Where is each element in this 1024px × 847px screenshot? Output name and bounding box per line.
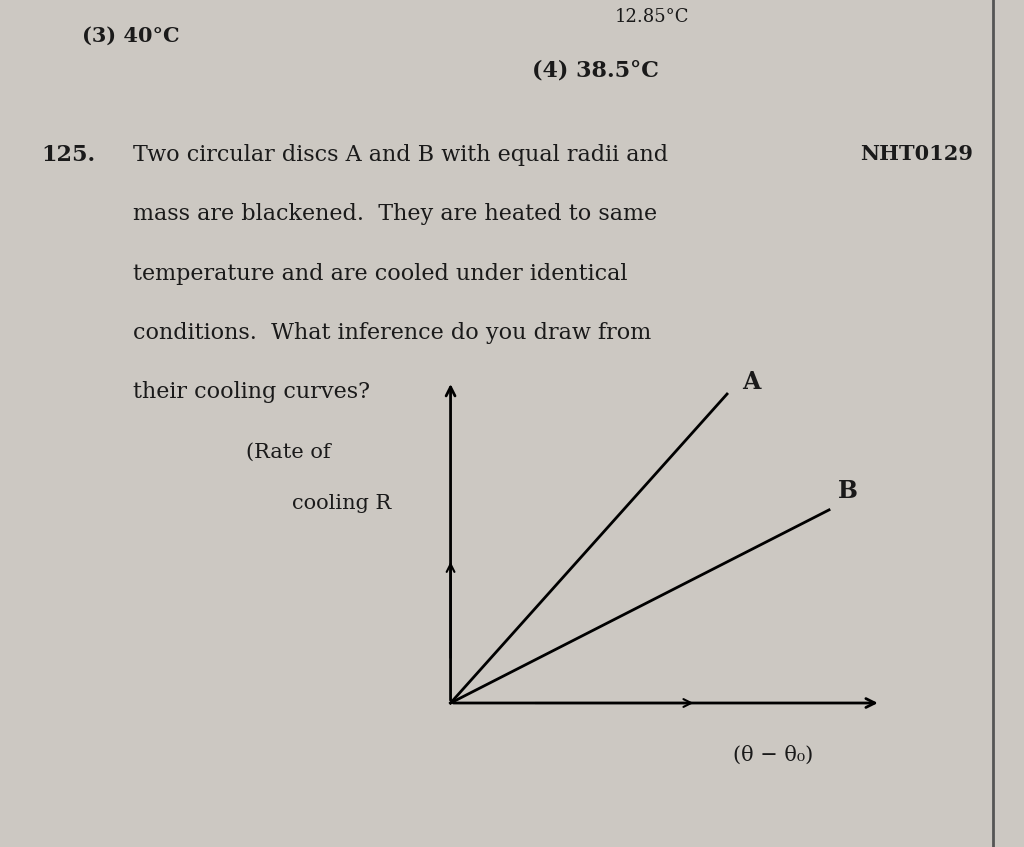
Text: 12.85°C: 12.85°C [614,8,689,26]
Text: A: A [742,370,761,394]
Text: temperature and are cooled under identical: temperature and are cooled under identic… [133,263,628,285]
Text: (Rate of: (Rate of [246,442,331,462]
Text: cooling R: cooling R [292,494,391,513]
Text: (θ − θ₀): (θ − θ₀) [733,745,813,765]
Text: conditions.  What inference do you draw from: conditions. What inference do you draw f… [133,322,651,344]
Text: (3) 40°C: (3) 40°C [82,25,179,46]
Text: (4) 38.5°C: (4) 38.5°C [532,59,659,81]
Text: NHT0129: NHT0129 [860,144,973,164]
Text: mass are blackened.  They are heated to same: mass are blackened. They are heated to s… [133,203,657,225]
Text: Two circular discs A and B with equal radii and: Two circular discs A and B with equal ra… [133,144,669,166]
Text: 125.: 125. [41,144,95,166]
Text: their cooling curves?: their cooling curves? [133,381,370,403]
Text: B: B [838,479,857,503]
